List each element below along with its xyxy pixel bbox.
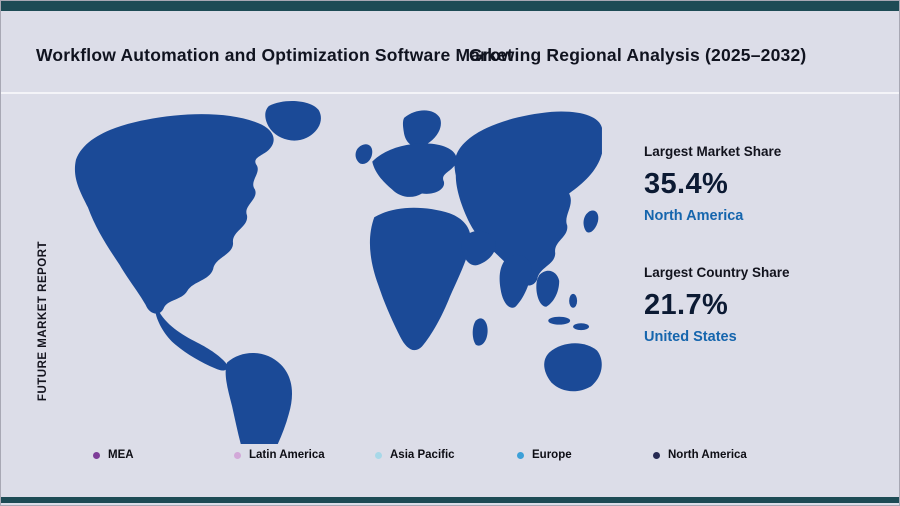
continent-europe <box>372 143 457 197</box>
japan <box>583 210 599 233</box>
india <box>499 254 532 308</box>
title-line-1: Workflow Automation and Optimization Sof… <box>36 45 514 65</box>
continent-greenland <box>265 101 321 141</box>
legend-item-north-america: North America <box>653 449 747 461</box>
arabian-peninsula <box>461 230 496 266</box>
legend-item-latin-america: Latin America <box>234 449 325 461</box>
legend-item-mea: MEA <box>93 449 134 461</box>
continent-australia <box>544 343 602 392</box>
top-accent-bar <box>1 1 899 11</box>
legend-label: Europe <box>532 449 572 461</box>
brand-watermark: FUTURE MARKET REPORT <box>37 240 49 402</box>
stat-country-share-label: Largest Country Share <box>644 265 790 280</box>
stat-market-share-region: North America <box>644 208 744 224</box>
southeast-asia <box>536 270 560 307</box>
world-map-svg <box>74 101 602 444</box>
legend-label: Asia Pacific <box>390 449 455 461</box>
legend-dot-icon <box>653 451 660 459</box>
legend-dot-icon <box>93 451 100 459</box>
stat-market-share-value: 35.4% <box>644 168 729 200</box>
legend-label: MEA <box>108 449 134 461</box>
bottom-accent-bar <box>1 497 899 503</box>
title-divider-line <box>1 92 899 94</box>
indonesia-island <box>548 316 571 325</box>
legend-dot-icon <box>375 451 382 459</box>
indonesia-island-2 <box>573 323 590 331</box>
madagascar <box>472 318 488 346</box>
scandinavia <box>402 110 441 147</box>
stat-market-share: Largest Market Share 35.4% North America <box>644 144 889 224</box>
legend-dot-icon <box>234 451 241 459</box>
philippines <box>569 293 578 308</box>
title-line-2: Growing Regional Analysis (2025–2032) <box>469 45 807 65</box>
legend-dot-icon <box>517 451 524 459</box>
stat-country-share-region: United States <box>644 329 737 345</box>
legend-item-europe: Europe <box>517 449 572 461</box>
continent-north-america <box>74 114 274 314</box>
legend-item-asia-pacific: Asia Pacific <box>375 449 455 461</box>
world-map <box>59 96 607 444</box>
continent-africa <box>369 207 471 351</box>
stat-market-share-label: Largest Market Share <box>644 144 782 159</box>
central-america <box>155 308 228 371</box>
stat-country-share-value: 21.7% <box>644 289 729 321</box>
legend-label: Latin America <box>249 449 325 461</box>
british-isles <box>355 144 373 164</box>
legend-label: North America <box>668 449 747 461</box>
stat-country-share: Largest Country Share 21.7% United State… <box>644 265 889 345</box>
continent-south-america <box>225 352 293 444</box>
